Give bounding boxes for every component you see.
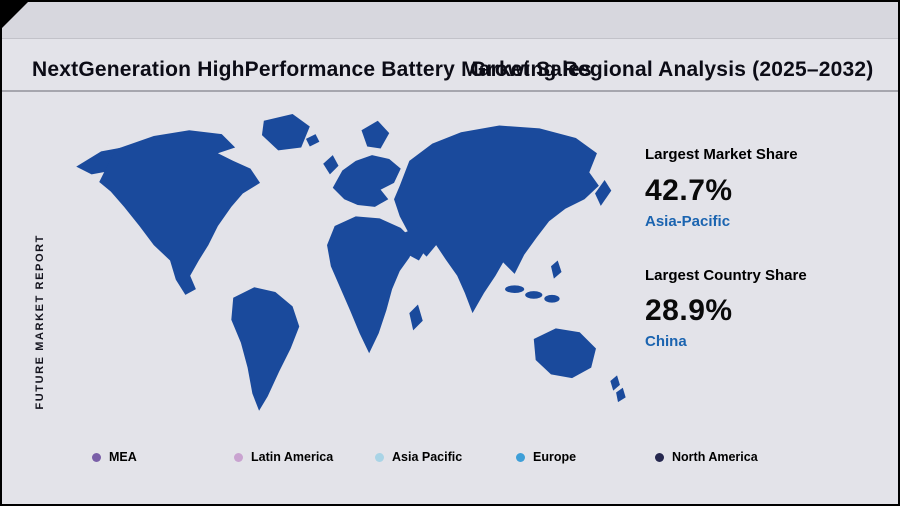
- legend-item-latin-america: Latin America: [234, 450, 333, 464]
- brand-watermark: FUTURE MARKET REPORT: [34, 234, 46, 410]
- island-uk: [323, 155, 339, 175]
- largest-country-share-region: China: [645, 333, 687, 350]
- largest-market-share-region: Asia-Pacific: [645, 213, 731, 230]
- region-scandinavia: [361, 120, 390, 149]
- continent-europe: [332, 155, 401, 207]
- legend-item-europe: Europe: [516, 450, 576, 464]
- header-divider: [2, 90, 898, 92]
- legend-item-mea: MEA: [92, 450, 137, 464]
- continent-africa: [327, 216, 417, 354]
- continent-australia: [533, 328, 596, 379]
- legend-label-asia-pacific: Asia Pacific: [392, 450, 463, 464]
- world-map: [50, 92, 650, 427]
- island-new-zealand: [610, 375, 626, 403]
- legend-label-mea: MEA: [109, 450, 137, 464]
- legend-dot-latin-america: [234, 452, 243, 462]
- continent-south-america: [231, 287, 300, 411]
- island-indonesia-2: [525, 291, 543, 299]
- page-title-primary: NextGeneration HighPerformance Battery M…: [32, 58, 592, 82]
- top-strip: [2, 2, 898, 39]
- legend-dot-north-america: [655, 452, 664, 462]
- legend-dot-asia-pacific: [375, 452, 384, 462]
- largest-market-share-label: Largest Market Share: [645, 146, 798, 163]
- legend-label-north-america: North America: [672, 450, 758, 464]
- island-indonesia-3: [544, 294, 560, 303]
- island-iceland: [305, 134, 320, 147]
- largest-market-share-value: 42.7%: [645, 174, 733, 207]
- legend-dot-europe: [516, 452, 525, 462]
- legend-item-asia-pacific: Asia Pacific: [375, 450, 462, 464]
- world-map-image: [76, 114, 626, 411]
- island-madagascar: [409, 304, 423, 331]
- legend-dot-mea: [92, 452, 101, 462]
- legend-label-latin-america: Latin America: [251, 450, 334, 464]
- continent-north-america: [99, 130, 261, 295]
- island-philippines: [551, 260, 562, 279]
- legend-label-europe: Europe: [533, 450, 577, 464]
- corner-cut-decoration: [2, 2, 28, 28]
- continent-asia: [394, 125, 599, 314]
- island-japan: [595, 180, 612, 206]
- island-indonesia-1: [505, 285, 525, 293]
- legend-item-north-america: North America: [655, 450, 758, 464]
- region-arabia: [401, 226, 430, 261]
- largest-country-share-value: 28.9%: [645, 294, 733, 327]
- largest-country-share-label: Largest Country Share: [645, 267, 807, 284]
- page-title-secondary: Growing Regional Analysis (2025–2032): [470, 58, 874, 82]
- island-greenland: [261, 114, 310, 151]
